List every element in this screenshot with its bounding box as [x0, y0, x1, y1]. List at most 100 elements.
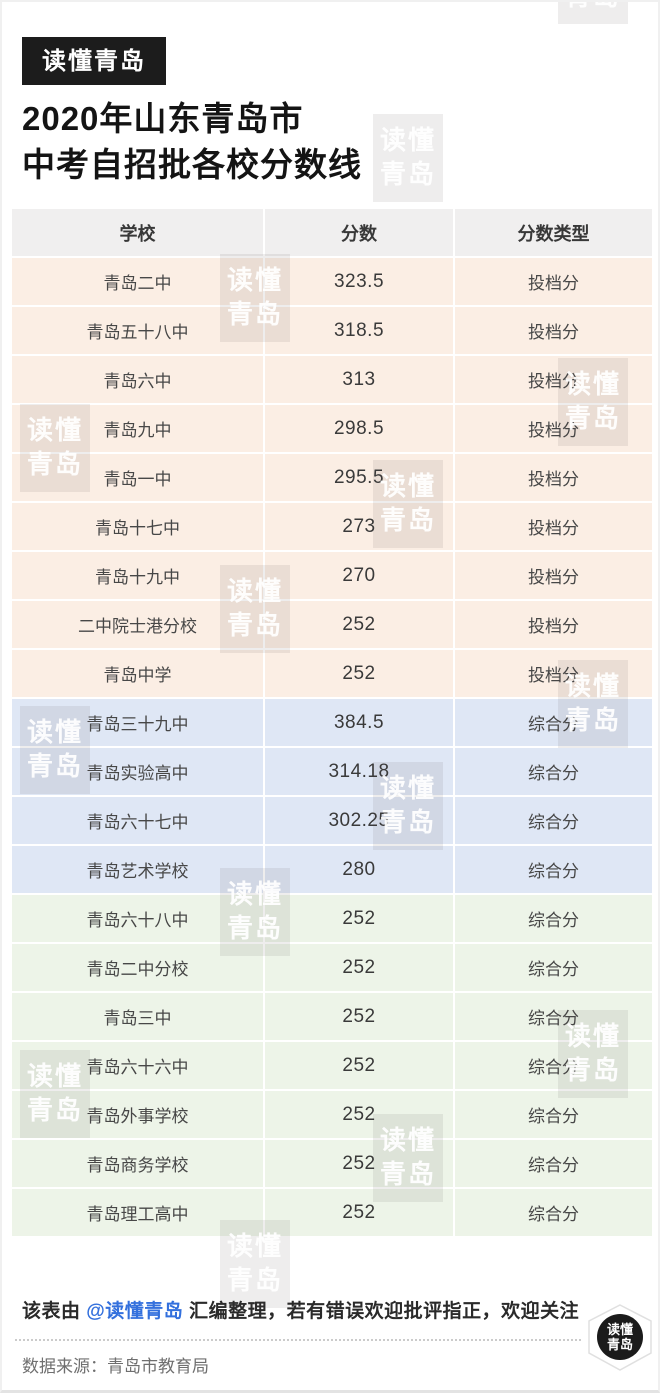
table-row: 青岛中学 252 投档分 — [12, 650, 652, 699]
table-row: 青岛六十六中 252 综合分 — [12, 1042, 652, 1091]
cell-school: 青岛十七中 — [12, 503, 265, 550]
data-source: 数据来源：青岛市教育局 — [22, 1357, 209, 1376]
table-row: 青岛一中 295.5 投档分 — [12, 454, 652, 503]
cell-score: 270 — [265, 552, 455, 599]
table-body: 青岛二中 323.5 投档分 青岛五十八中 318.5 投档分 青岛六中 313… — [12, 258, 652, 1238]
credit-line: 该表由 @读懂青岛 汇编整理，若有错误欢迎批评指正，欢迎关注 — [22, 1296, 579, 1323]
table-row: 青岛五十八中 318.5 投档分 — [12, 307, 652, 356]
watermark-tile: 读懂青岛 — [558, 2, 628, 24]
table-row: 青岛二中 323.5 投档分 — [12, 258, 652, 307]
cell-school: 青岛二中分校 — [12, 944, 265, 991]
cell-school: 青岛实验高中 — [12, 748, 265, 795]
cell-score: 280 — [265, 846, 455, 893]
table-row: 青岛二中分校 252 综合分 — [12, 944, 652, 993]
cell-score: 295.5 — [265, 454, 455, 501]
cell-score: 252 — [265, 650, 455, 697]
cell-score-type: 综合分 — [528, 960, 579, 979]
cell-school: 青岛三中 — [12, 993, 265, 1040]
cell-score-type: 投档分 — [528, 666, 579, 685]
table-row: 青岛艺术学校 280 综合分 — [12, 846, 652, 895]
cell-score: 314.18 — [265, 748, 455, 795]
seal-text-line2: 青岛 — [607, 1337, 633, 1353]
cell-score-type: 综合分 — [528, 1058, 579, 1077]
table-row: 青岛十七中 273 投档分 — [12, 503, 652, 552]
cell-school: 青岛十九中 — [12, 552, 265, 599]
score-table: 学校 分数 分数类型 青岛二中 323.5 投档分 青岛五十八中 318.5 投… — [12, 209, 652, 1238]
credit-prefix: 该表由 — [22, 1301, 87, 1322]
cell-school: 青岛五十八中 — [12, 307, 265, 354]
credit-suffix: 汇编整理，若有错误欢迎批评指正，欢迎关注 — [183, 1301, 580, 1322]
cell-school: 青岛六中 — [12, 356, 265, 403]
table-row: 青岛实验高中 314.18 综合分 — [12, 748, 652, 797]
cell-school: 青岛六十六中 — [12, 1042, 265, 1089]
cell-score-type: 综合分 — [528, 911, 579, 930]
cell-score-type: 投档分 — [528, 519, 579, 538]
cell-school: 青岛一中 — [12, 454, 265, 501]
table-row: 青岛九中 298.5 投档分 — [12, 405, 652, 454]
header-score-type: 分数类型 — [517, 223, 590, 244]
cell-score-type: 综合分 — [528, 1156, 579, 1175]
cell-score: 298.5 — [265, 405, 455, 452]
cell-score: 313 — [265, 356, 455, 403]
brand-seal-logo: 读懂 青岛 — [588, 1304, 652, 1371]
cell-score: 252 — [265, 895, 455, 942]
cell-score: 273 — [265, 503, 455, 550]
cell-score-type: 综合分 — [528, 1107, 579, 1126]
cell-school: 青岛外事学校 — [12, 1091, 265, 1138]
cell-score-type: 综合分 — [528, 1205, 579, 1224]
cell-school: 青岛中学 — [12, 650, 265, 697]
cell-score: 252 — [265, 1140, 455, 1187]
brand-badge: 读懂青岛 — [22, 37, 166, 85]
cell-score: 323.5 — [265, 258, 455, 305]
cell-score: 302.25 — [265, 797, 455, 844]
cell-score-type: 综合分 — [528, 1009, 579, 1028]
cell-score-type: 综合分 — [528, 764, 579, 783]
table-row: 青岛六中 313 投档分 — [12, 356, 652, 405]
cell-score-type: 综合分 — [528, 715, 579, 734]
table-row: 青岛三十九中 384.5 综合分 — [12, 699, 652, 748]
header-score: 分数 — [265, 209, 455, 256]
cell-school: 二中院士港分校 — [12, 601, 265, 648]
cell-score-type: 投档分 — [528, 274, 579, 293]
cell-score-type: 投档分 — [528, 323, 579, 342]
cell-school: 青岛六十八中 — [12, 895, 265, 942]
table-row: 青岛三中 252 综合分 — [12, 993, 652, 1042]
cell-score: 252 — [265, 944, 455, 991]
cell-school: 青岛艺术学校 — [12, 846, 265, 893]
cell-school: 青岛商务学校 — [12, 1140, 265, 1187]
cell-school: 青岛理工高中 — [12, 1189, 265, 1236]
table-row: 二中院士港分校 252 投档分 — [12, 601, 652, 650]
page-title: 2020年山东青岛市 中考自招批各校分数线 — [22, 96, 362, 188]
cell-school: 青岛九中 — [12, 405, 265, 452]
page-title-line2: 中考自招批各校分数线 — [22, 146, 362, 183]
dotted-divider — [15, 1339, 581, 1341]
cell-score-type: 投档分 — [528, 372, 579, 391]
cell-score: 252 — [265, 1042, 455, 1089]
cell-score: 252 — [265, 1189, 455, 1236]
cell-score-type: 综合分 — [528, 813, 579, 832]
cell-score: 252 — [265, 993, 455, 1040]
table-header-row: 学校 分数 分数类型 — [12, 209, 652, 258]
table-row: 青岛六十八中 252 综合分 — [12, 895, 652, 944]
cell-score: 252 — [265, 601, 455, 648]
table-row: 青岛外事学校 252 综合分 — [12, 1091, 652, 1140]
cell-score-type: 综合分 — [528, 862, 579, 881]
cell-score: 318.5 — [265, 307, 455, 354]
cell-score: 252 — [265, 1091, 455, 1138]
watermark-tile: 读懂青岛 — [373, 114, 443, 202]
cell-score-type: 投档分 — [528, 421, 579, 440]
cell-score-type: 投档分 — [528, 617, 579, 636]
table-row: 青岛六十七中 302.25 综合分 — [12, 797, 652, 846]
table-row: 青岛理工高中 252 综合分 — [12, 1189, 652, 1238]
table-row: 青岛商务学校 252 综合分 — [12, 1140, 652, 1189]
cell-school: 青岛二中 — [12, 258, 265, 305]
cell-school: 青岛三十九中 — [12, 699, 265, 746]
cell-score-type: 投档分 — [528, 470, 579, 489]
credit-handle-link[interactable]: @读懂青岛 — [86, 1301, 184, 1322]
cell-score-type: 投档分 — [528, 568, 579, 587]
page-title-line1: 2020年山东青岛市 — [22, 100, 304, 137]
cell-school: 青岛六十七中 — [12, 797, 265, 844]
header-school: 学校 — [12, 209, 265, 256]
seal-text-line1: 读懂 — [607, 1322, 633, 1338]
